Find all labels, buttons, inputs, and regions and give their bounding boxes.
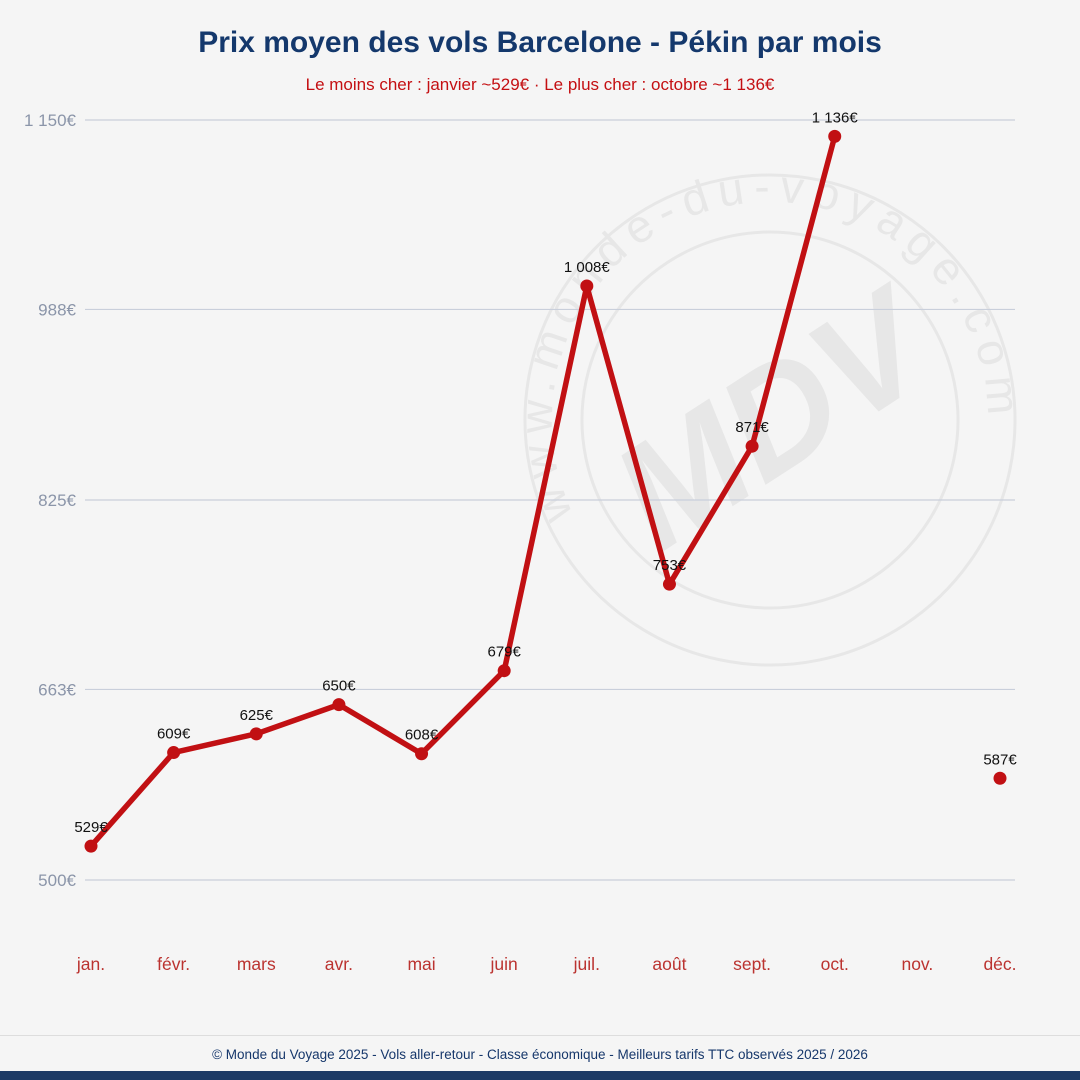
x-axis-tick-label: juin [490, 954, 518, 974]
data-point-label: 871€ [735, 419, 769, 436]
data-point [415, 747, 429, 761]
chart-subtitle: Le moins cher : janvier ~529€ · Le plus … [305, 75, 775, 94]
data-point [497, 664, 511, 678]
data-point-label: 753€ [653, 557, 687, 574]
y-axis-tick-label: 500€ [38, 871, 76, 890]
data-point [745, 439, 759, 453]
data-point [662, 577, 676, 591]
x-axis-tick-label: mai [407, 954, 435, 974]
y-axis-tick-label: 825€ [38, 491, 76, 510]
x-axis-tick-label: août [652, 954, 686, 974]
data-point-label: 529€ [74, 819, 108, 836]
footer-bar [0, 1071, 1080, 1080]
x-axis-tick-label: juil. [573, 954, 600, 974]
data-point [580, 279, 594, 293]
watermark-center-text: MDV [584, 253, 964, 581]
y-axis-tick-label: 988€ [38, 300, 76, 319]
data-point-label: 1 136€ [812, 109, 859, 126]
x-axis-tick-label: déc. [983, 954, 1016, 974]
footer-separator [0, 1035, 1080, 1036]
data-point-label: 679€ [487, 644, 521, 661]
x-axis-tick-label: oct. [821, 954, 849, 974]
watermark-inner-ring [580, 230, 960, 610]
data-point [84, 839, 98, 853]
x-axis-tick-label: mars [237, 954, 276, 974]
data-point-label: 1 008€ [564, 259, 611, 276]
watermark-outer-ring [523, 173, 1017, 667]
data-point [993, 771, 1007, 785]
y-axis-tick-label: 1 150€ [24, 111, 77, 130]
x-axis-tick-label: sept. [733, 954, 771, 974]
x-axis-tick-label: févr. [157, 954, 190, 974]
price-line [91, 136, 1000, 846]
data-point [249, 727, 263, 741]
x-axis-tick-label: jan. [76, 954, 105, 974]
footer-text: © Monde du Voyage 2025 - Vols aller-reto… [212, 1047, 868, 1062]
data-point-label: 609€ [157, 726, 191, 743]
data-point-label: 608€ [405, 727, 439, 744]
data-point-label: 650€ [322, 678, 356, 695]
y-axis-tick-label: 663€ [38, 680, 76, 699]
x-axis-tick-label: nov. [901, 954, 933, 974]
data-point-label: 587€ [983, 751, 1017, 768]
chart-title: Prix moyen des vols Barcelone - Pékin pa… [198, 26, 882, 59]
data-point [332, 698, 346, 712]
data-point-label: 625€ [240, 707, 274, 724]
data-point [828, 129, 842, 143]
data-point [167, 746, 181, 760]
x-axis-tick-label: avr. [325, 954, 353, 974]
